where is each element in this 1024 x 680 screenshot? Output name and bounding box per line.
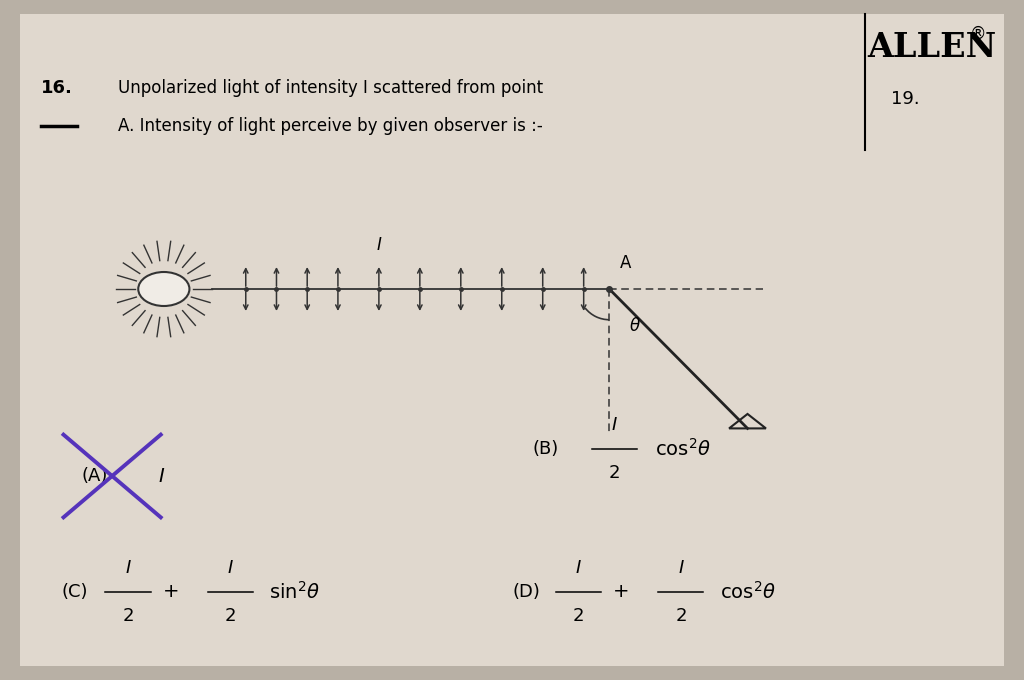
- Text: $\sin^2\!\theta$: $\sin^2\!\theta$: [269, 581, 321, 602]
- Text: (C): (C): [61, 583, 88, 600]
- Text: +: +: [163, 582, 179, 601]
- Text: 2: 2: [608, 464, 621, 481]
- Text: (A): (A): [82, 467, 109, 485]
- Text: 2: 2: [122, 607, 134, 624]
- Text: 2: 2: [224, 607, 237, 624]
- Text: $\cos^2\!\theta$: $\cos^2\!\theta$: [720, 581, 775, 602]
- Text: 16.: 16.: [41, 80, 73, 97]
- Text: I: I: [159, 466, 165, 486]
- Text: Unpolarized light of intensity I scattered from point: Unpolarized light of intensity I scatter…: [118, 80, 543, 97]
- Text: +: +: [613, 582, 630, 601]
- Text: $\theta$: $\theta$: [629, 318, 641, 335]
- Circle shape: [138, 272, 189, 306]
- Text: ®: ®: [970, 25, 986, 43]
- Text: ALLEN: ALLEN: [867, 31, 996, 64]
- Text: I: I: [575, 559, 582, 577]
- Text: A. Intensity of light perceive by given observer is :-: A. Intensity of light perceive by given …: [118, 117, 543, 135]
- Text: I: I: [227, 559, 233, 577]
- Text: (B): (B): [532, 440, 559, 458]
- Text: I: I: [125, 559, 131, 577]
- Text: A: A: [620, 254, 631, 272]
- Text: (D): (D): [512, 583, 540, 600]
- Text: I: I: [377, 236, 381, 254]
- Text: I: I: [678, 559, 684, 577]
- Text: I: I: [611, 416, 617, 434]
- Text: 19.: 19.: [891, 90, 920, 107]
- Text: 2: 2: [572, 607, 585, 624]
- Text: $\cos^2\!\theta$: $\cos^2\!\theta$: [655, 438, 711, 460]
- Text: 2: 2: [675, 607, 687, 624]
